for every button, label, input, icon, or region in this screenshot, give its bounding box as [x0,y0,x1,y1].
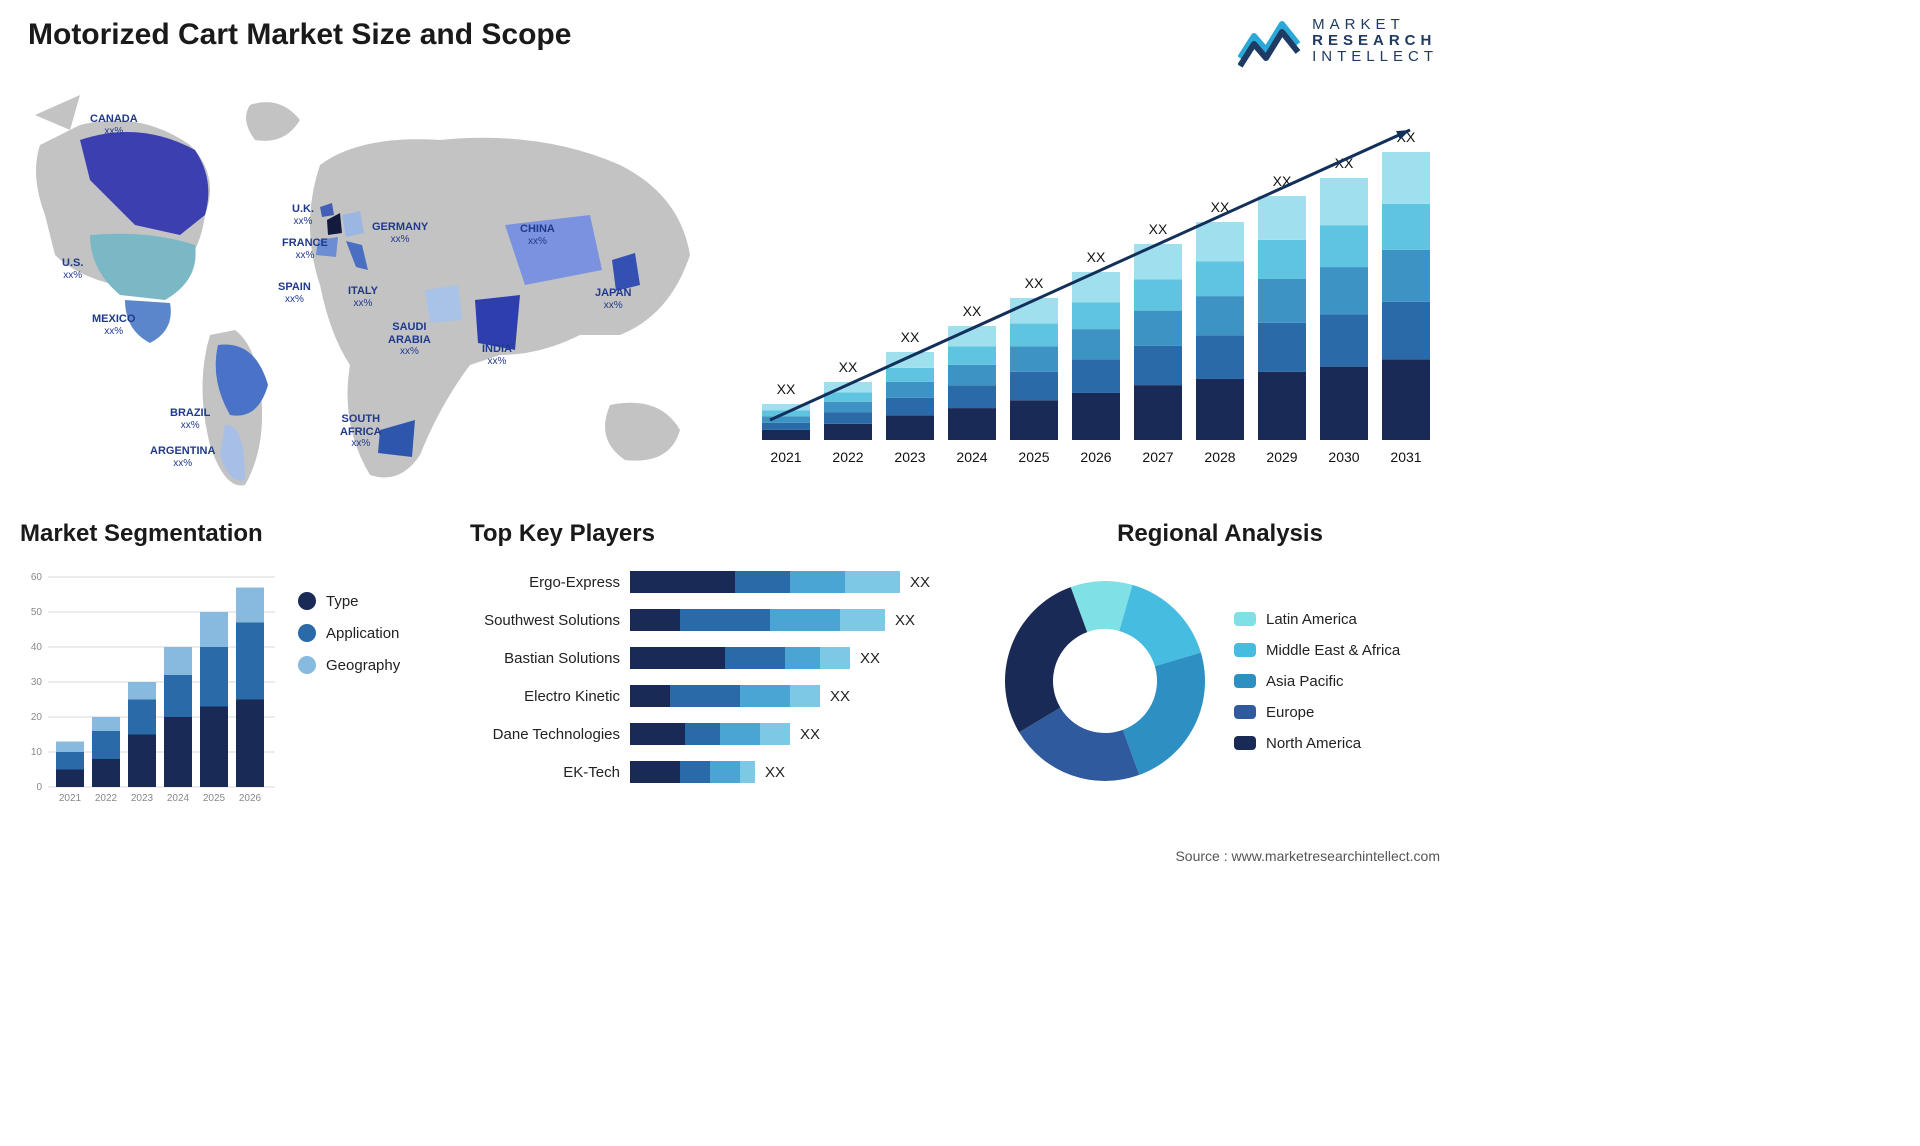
players-section: Top Key Players Ergo-ExpressXX Southwest … [470,520,970,830]
map-label: BRAZILxx% [170,407,210,431]
player-row: Electro KineticXX [470,680,970,712]
svg-text:XX: XX [777,381,796,397]
svg-text:XX: XX [1087,249,1106,265]
legend-item: Type [298,592,400,610]
players-chart: Ergo-ExpressXX Southwest SolutionsXX Basti… [470,566,970,788]
svg-text:XX: XX [1149,221,1168,237]
svg-text:XX: XX [963,303,982,319]
legend-item: North America [1234,735,1400,752]
svg-text:2021: 2021 [770,449,801,465]
player-row: EK-TechXX [470,756,970,788]
svg-text:2031: 2031 [1390,449,1421,465]
svg-text:2028: 2028 [1204,449,1235,465]
svg-text:2027: 2027 [1142,449,1173,465]
logo-icon [1238,14,1302,68]
svg-text:2026: 2026 [239,793,262,804]
growth-chart-svg: XX 2021 XX 2022 XX 2023 XX 2024 XX 2025 XX 2026 XX 20… [740,90,1440,490]
growth-chart: XX 2021 XX 2022 XX 2023 XX 2024 XX 2025 XX 2026 XX 20… [740,90,1440,490]
svg-text:2022: 2022 [95,793,118,804]
map-label: CHINAxx% [520,223,555,247]
logo-line3: INTELLECT [1312,49,1438,65]
segmentation-legend: Type Application Geography [298,592,400,812]
map-label: ITALYxx% [348,285,378,309]
map-saudi [425,285,462,323]
legend-item: Europe [1234,704,1400,721]
legend-item: Asia Pacific [1234,673,1400,690]
regional-section: Regional Analysis Latin America Middle Ea… [990,520,1450,830]
legend-item: Application [298,624,400,642]
map-label: MEXICOxx% [92,313,135,337]
legend-item: Latin America [1234,611,1400,628]
svg-text:2024: 2024 [956,449,987,465]
map-label: JAPANxx% [595,287,631,311]
map-label: CANADAxx% [90,113,138,137]
regional-legend: Latin America Middle East & Africa Asia Pa… [1234,611,1400,752]
map-label: U.S.xx% [62,257,83,281]
segmentation-title: Market Segmentation [20,520,450,548]
regional-donut [990,566,1220,796]
player-row: Southwest SolutionsXX [470,604,970,636]
svg-text:10: 10 [31,747,43,758]
legend-item: Geography [298,656,400,674]
map-label: GERMANYxx% [372,221,428,245]
page-title: Motorized Cart Market Size and Scope [28,18,571,52]
svg-text:2029: 2029 [1266,449,1297,465]
map-us [90,234,196,300]
svg-text:2021: 2021 [59,793,82,804]
player-row: Dane TechnologiesXX [470,718,970,750]
svg-text:2023: 2023 [894,449,925,465]
map-label: SAUDIARABIAxx% [388,321,431,358]
brand-logo: MARKET RESEARCH INTELLECT [1238,14,1438,68]
players-title: Top Key Players [470,520,970,548]
map-label: INDIAxx% [482,343,512,367]
svg-text:XX: XX [839,359,858,375]
player-row: Ergo-ExpressXX [470,566,970,598]
svg-text:2030: 2030 [1328,449,1359,465]
svg-text:50: 50 [31,607,43,618]
svg-text:40: 40 [31,642,43,653]
legend-item: Middle East & Africa [1234,642,1400,659]
map-label: U.K.xx% [292,203,314,227]
map-label: SPAINxx% [278,281,311,305]
player-row: Bastian SolutionsXX [470,642,970,674]
svg-text:0: 0 [36,782,42,793]
svg-text:2023: 2023 [131,793,154,804]
logo-line1: MARKET [1312,17,1438,33]
map-label: SOUTHAFRICAxx% [340,413,382,450]
map-germany [342,211,364,237]
map-india [475,295,520,350]
svg-text:2026: 2026 [1080,449,1111,465]
svg-text:XX: XX [1025,275,1044,291]
svg-text:2024: 2024 [167,793,190,804]
svg-text:2022: 2022 [832,449,863,465]
world-map: CANADAxx% U.S.xx% MEXICOxx% BRAZILxx% ARGENT… [20,85,720,505]
segmentation-chart: 0 10 20 30 40 50 60 2021 2022 2023 2024 2025 2026 [20,562,280,812]
map-label: FRANCExx% [282,237,328,261]
logo-line2: RESEARCH [1312,33,1438,49]
svg-text:2025: 2025 [203,793,226,804]
svg-text:2025: 2025 [1018,449,1049,465]
svg-text:20: 20 [31,712,43,723]
svg-text:60: 60 [31,572,43,583]
segmentation-section: Market Segmentation 0 10 20 30 40 50 60 2021 202… [20,520,450,830]
source-text: Source : www.marketresearchintellect.com [1175,848,1440,864]
svg-text:XX: XX [901,329,920,345]
map-label: ARGENTINAxx% [150,445,215,469]
svg-text:30: 30 [31,677,43,688]
regional-title: Regional Analysis [990,520,1450,548]
